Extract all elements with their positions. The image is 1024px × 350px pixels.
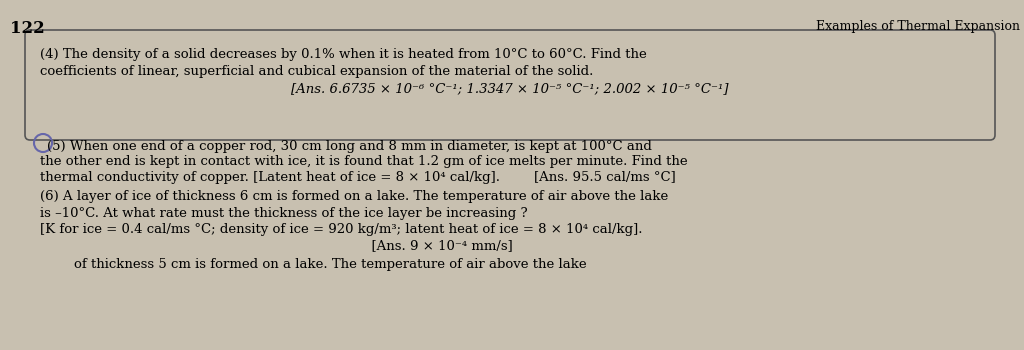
Text: thermal conductivity of copper. [Latent heat of ice = 8 × 10⁴ cal/kg].        [A: thermal conductivity of copper. [Latent …: [40, 171, 676, 184]
Text: 122: 122: [10, 20, 45, 37]
Text: Examples of Thermal Expansion: Examples of Thermal Expansion: [816, 20, 1020, 33]
Text: (5) When one end of a copper rod, 30 cm long and 8 mm in diameter, is kept at 10: (5) When one end of a copper rod, 30 cm …: [47, 140, 652, 153]
Text: the other end is kept in contact with ice, it is found that 1.2 gm of ice melts : the other end is kept in contact with ic…: [40, 155, 688, 168]
Text: [Ans. 6.6735 × 10⁻⁶ °C⁻¹; 1.3347 × 10⁻⁵ °C⁻¹; 2.002 × 10⁻⁵ °C⁻¹]: [Ans. 6.6735 × 10⁻⁶ °C⁻¹; 1.3347 × 10⁻⁵ …: [291, 82, 729, 95]
Text: coefficients of linear, superficial and cubical expansion of the material of the: coefficients of linear, superficial and …: [40, 65, 593, 78]
Text: (4) The density of a solid decreases by 0.1% when it is heated from 10°C to 60°C: (4) The density of a solid decreases by …: [40, 48, 647, 61]
Text: [Ans. 9 × 10⁻⁴ mm/s]: [Ans. 9 × 10⁻⁴ mm/s]: [40, 239, 513, 252]
Text: (6) A layer of ice of thickness 6 cm is formed on a lake. The temperature of air: (6) A layer of ice of thickness 6 cm is …: [40, 190, 669, 203]
Text: of thickness 5 cm is formed on a lake. The temperature of air above the lake: of thickness 5 cm is formed on a lake. T…: [40, 258, 587, 271]
Text: is –10°C. At what rate must the thickness of the ice layer be increasing ?: is –10°C. At what rate must the thicknes…: [40, 207, 527, 220]
Text: [K for ice = 0.4 cal/ms °C; density of ice = 920 kg/m³; latent heat of ice = 8 ×: [K for ice = 0.4 cal/ms °C; density of i…: [40, 223, 642, 236]
FancyBboxPatch shape: [25, 30, 995, 140]
